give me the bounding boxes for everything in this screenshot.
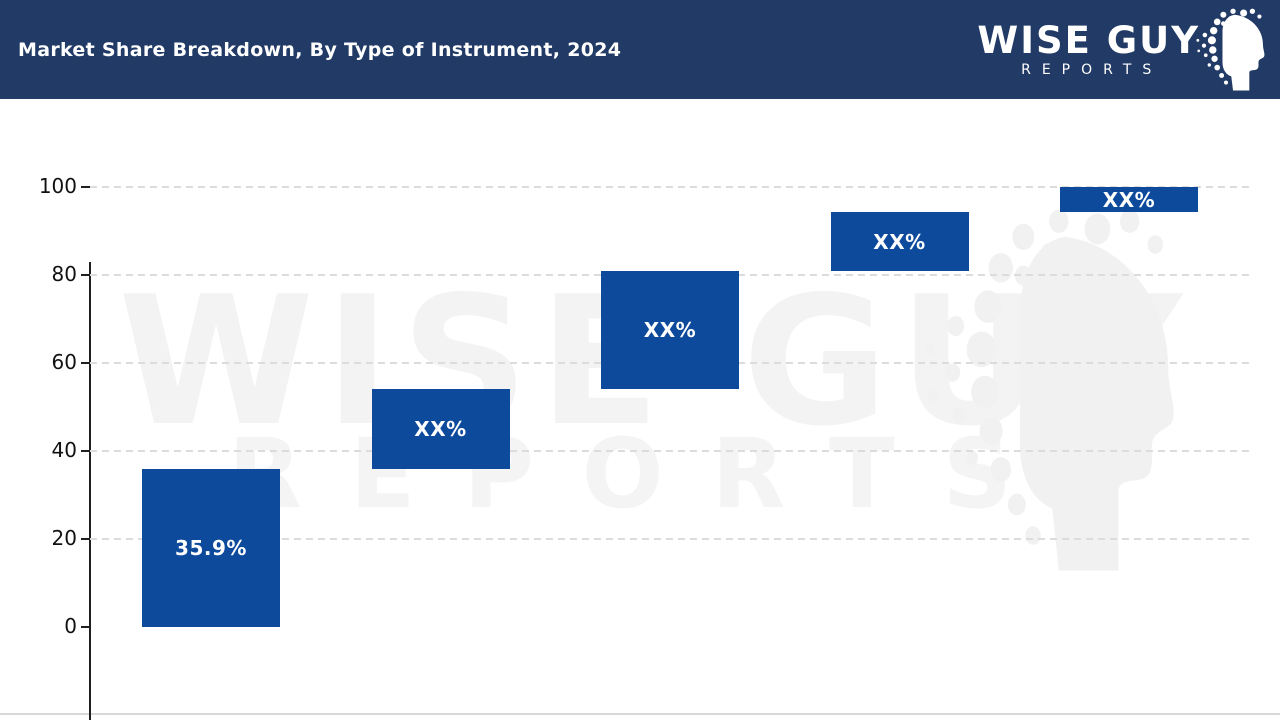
y-axis-spine <box>89 262 91 720</box>
bar-value-label: XX% <box>643 318 697 343</box>
footer-divider <box>0 713 1280 715</box>
y-tick-label-20: 20 <box>51 526 77 550</box>
gridline-y-20 <box>90 538 1253 540</box>
bar-2: XX% <box>371 389 510 470</box>
y-tick-20 <box>81 538 90 540</box>
y-tick-label-60: 60 <box>51 350 77 374</box>
bar-value-label: XX% <box>414 417 467 442</box>
logo-subtitle: REPORTS <box>1021 62 1163 78</box>
bar-value-label: XX% <box>873 229 926 254</box>
bar-3: XX% <box>601 271 739 390</box>
y-tick-label-0: 0 <box>64 614 77 638</box>
bar-5: XX% <box>1060 187 1198 213</box>
bar-value-label: 35.9% <box>175 536 247 560</box>
bar-4: XX% <box>830 212 969 272</box>
wiseguy-head-icon <box>1196 8 1265 91</box>
y-tick-label-80: 80 <box>51 262 77 286</box>
y-tick-100 <box>81 186 90 188</box>
header-bar: Market Share Breakdown, By Type of Instr… <box>0 0 1280 99</box>
y-tick-label-100: 100 <box>38 174 77 198</box>
logo-text: WISE GUY REPORTS <box>977 22 1200 78</box>
logo-wordmark: WISE GUY <box>977 19 1200 62</box>
y-tick-60 <box>81 362 90 364</box>
watermark-subtitle: REPORTS <box>228 418 1060 530</box>
bar-1: 35.9% <box>142 469 280 627</box>
bar-value-label: XX% <box>1102 187 1156 212</box>
gridline-y-40 <box>90 450 1253 452</box>
gridline-y-100 <box>90 186 1253 188</box>
wiseguy-logo: WISE GUY REPORTS <box>977 6 1272 94</box>
chart-title: Market Share Breakdown, By Type of Instr… <box>18 38 622 61</box>
watermark-head-icon <box>924 209 1174 571</box>
y-tick-40 <box>81 450 90 452</box>
y-tick-0 <box>81 626 90 628</box>
y-tick-label-40: 40 <box>51 438 77 462</box>
y-tick-80 <box>81 274 90 276</box>
